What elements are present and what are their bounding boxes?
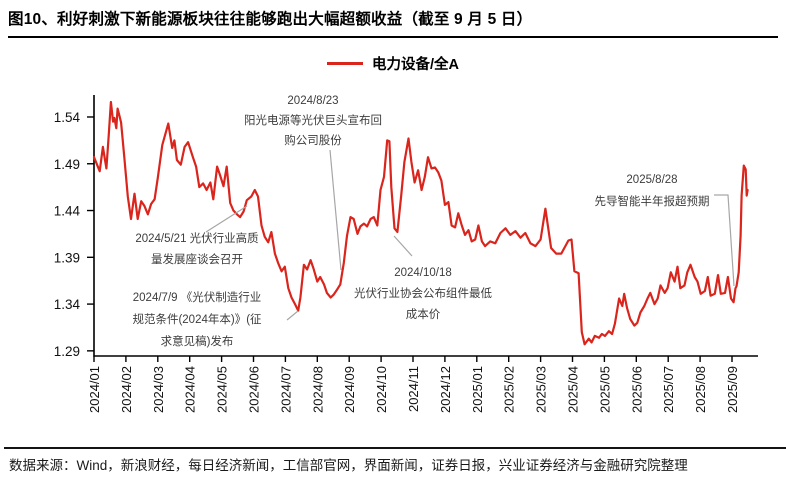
figure-title: 图10、利好刺激下新能源板块往往能够跑出大幅超额收益（截至 9 月 5 日） [8,7,778,38]
x-tick-label: 2024/03 [151,366,166,413]
x-tick-label: 2024/06 [247,366,262,413]
x-tick-label: 2024/09 [342,366,357,413]
x-tick-label: 2024/11 [406,366,421,412]
annotation-text: 2024/5/21 光伏行业高质 [135,231,258,245]
y-tick-label: 1.54 [54,110,81,125]
annotation-text: 2024/7/9 《光伏制造行业 [133,290,261,304]
x-tick-label: 2024/10 [374,366,389,413]
x-tick-label: 2025/04 [566,366,581,413]
annotation-leader-line [329,149,342,271]
x-tick-label: 2025/01 [470,366,485,413]
x-tick-label: 2025/02 [502,366,517,413]
x-tick-label: 2024/12 [438,366,453,413]
y-tick-label: 1.39 [54,250,80,265]
y-tick-label: 1.34 [54,297,81,312]
annotation-text: 2025/8/28 [626,174,677,186]
chart-area: 1.54 1.49 1.44 1.39 1.34 1.29 2024/01 2024/02 20… [0,80,786,447]
annotation-text: 成本价 [406,307,441,321]
x-tick-label: 2025/08 [693,366,708,413]
x-tick-label: 2025/06 [629,366,644,413]
y-tick-label: 1.44 [54,204,81,219]
x-tick-label: 2024/02 [119,366,134,413]
legend-label: 电力设备/全A [372,57,459,73]
y-tick-label: 1.49 [54,157,80,172]
annotation-text: 阳光电源等光伏巨头宣布回 [244,113,382,127]
annotation-text: 求意见稿)发布 [161,334,234,348]
annotation-leader-line [286,310,299,321]
x-tick-label: 2024/04 [183,366,198,413]
legend-line-swatch [327,62,363,65]
annotation-text: 2024/10/18 [394,267,452,279]
x-tick-label: 2025/07 [661,366,676,413]
annotation-text: 光伏行业协会公布组件最低 [354,286,492,300]
annotation-leader-line [205,205,248,233]
x-tick-label: 2024/08 [310,366,325,413]
annotation-text: 2024/8/23 [287,95,338,107]
chart-legend: 电力设备/全A [0,53,786,74]
x-tick-label: 2025/03 [534,366,549,413]
x-tick-label: 2025/09 [725,366,740,413]
x-tick-label: 2025/05 [597,366,612,413]
y-tick-label: 1.29 [54,344,80,359]
line-chart: 1.54 1.49 1.44 1.39 1.34 1.29 2024/01 2024/02 20… [54,95,758,413]
data-source: 数据来源：Wind，新浪财经，每日经济新闻，工信部官网，界面新闻，证券日报，兴业… [4,447,786,476]
annotation-leader-line [714,194,735,287]
series-line [92,100,749,346]
x-tick-label: 2024/07 [278,366,293,413]
annotation-text: 量发展座谈会召开 [151,252,243,266]
x-tick-label: 2024/01 [87,366,102,413]
annotation-text: 先导智能半年报超预期 [595,194,710,208]
annotation-leader-line [393,235,413,257]
annotation-text: 规范条件(2024年本)》(征 [132,312,262,326]
x-tick-label: 2024/05 [215,366,230,413]
annotation-text: 购公司股份 [284,133,342,147]
